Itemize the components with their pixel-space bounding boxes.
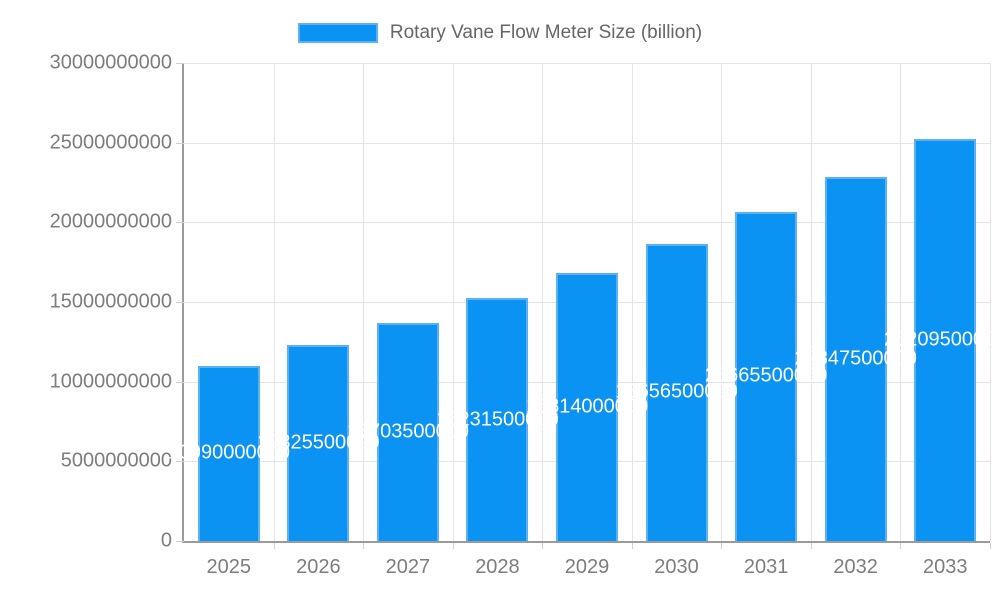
legend-label: Rotary Vane Flow Meter Size (billion) — [389, 22, 703, 43]
x-tick-label: 2030 — [654, 556, 699, 578]
bar[interactable] — [466, 298, 529, 541]
y-tick-mark — [176, 302, 184, 303]
y-tick-label: 25000000000 — [49, 131, 172, 154]
x-tick-mark — [632, 543, 633, 549]
bar[interactable] — [376, 322, 439, 541]
h-gridline — [184, 142, 990, 144]
v-gridline — [274, 63, 275, 541]
x-tick-mark — [990, 543, 991, 549]
y-tick-mark — [176, 381, 184, 383]
x-tick-mark — [274, 543, 275, 549]
x-tick-mark — [363, 543, 364, 549]
x-tick-label: 2033 — [922, 556, 968, 578]
y-tick-label: 20000000000 — [49, 210, 172, 233]
x-tick-mark — [453, 543, 454, 549]
x-tick-label: 2029 — [564, 556, 610, 578]
x-tick-label: 2025 — [206, 556, 252, 578]
y-tick-label: 15000000000 — [49, 290, 172, 313]
x-tick-label: 2031 — [743, 556, 789, 578]
v-gridline — [363, 63, 364, 541]
y-tick-mark — [176, 142, 184, 144]
x-tick-label: 2028 — [475, 556, 520, 578]
y-tick-label: 5000000000 — [60, 449, 172, 472]
x-tick-mark — [542, 543, 543, 549]
v-gridline — [990, 63, 991, 541]
v-gridline — [542, 63, 543, 541]
bar[interactable] — [287, 344, 350, 541]
x-tick-mark — [811, 543, 812, 549]
bar[interactable] — [824, 176, 887, 541]
bar[interactable] — [914, 139, 977, 541]
y-tick-label: 30000000000 — [49, 51, 172, 74]
y-tick-label: 0 — [160, 529, 172, 552]
bar[interactable] — [735, 211, 798, 541]
legend: Rotary Vane Flow Meter Size (billion) — [0, 21, 1000, 45]
v-gridline — [453, 63, 454, 541]
v-gridline — [632, 63, 633, 541]
legend-item[interactable]: Rotary Vane Flow Meter Size (billion) — [297, 22, 703, 44]
x-tick-label: 2027 — [385, 556, 431, 578]
y-tick-mark — [176, 63, 184, 64]
plot-area: 10990000000 12325500000 13703500000 1523150… — [168, 63, 1000, 549]
h-gridline — [184, 63, 990, 64]
v-gridline — [721, 63, 722, 541]
bar[interactable] — [645, 243, 708, 541]
legend-color-swatch — [297, 23, 378, 43]
x-tick-mark — [721, 543, 722, 549]
x-tick-mark — [900, 543, 901, 549]
y-tick-mark — [176, 461, 184, 463]
y-tick-mark — [176, 222, 184, 224]
x-tick-label: 2026 — [296, 556, 341, 578]
v-gridline — [900, 63, 901, 541]
y-tick-label: 10000000000 — [49, 370, 172, 393]
v-gridline — [811, 63, 812, 541]
bar[interactable] — [197, 365, 260, 541]
x-tick-label: 2032 — [833, 556, 878, 578]
y-tick-mark — [176, 541, 184, 542]
bar[interactable] — [556, 273, 618, 541]
h-gridline — [184, 222, 990, 224]
